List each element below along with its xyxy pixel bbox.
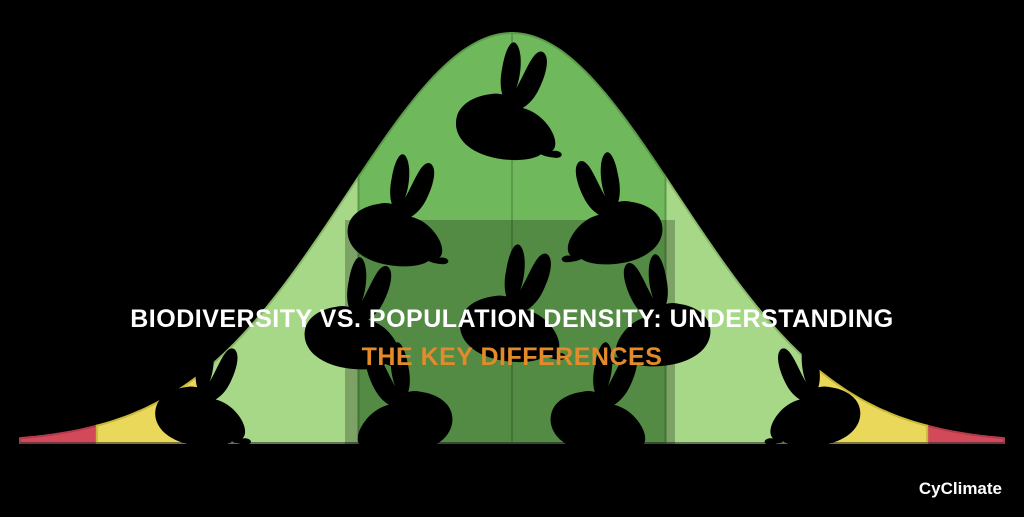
title-line-2: the Key Differences [0, 338, 1024, 376]
infographic-title: Biodiversity vs. Population Density: Und… [0, 300, 1024, 376]
rabbit-silhouette [448, 40, 564, 162]
title-line-1: Biodiversity vs. Population Density: Und… [0, 300, 1024, 338]
infographic-stage: Biodiversity vs. Population Density: Und… [0, 0, 1024, 517]
rabbits-layer [0, 0, 1024, 517]
rabbit-silhouette [340, 152, 450, 269]
watermark-label: CyClimate [919, 479, 1002, 499]
rabbit-silhouette [560, 150, 670, 267]
